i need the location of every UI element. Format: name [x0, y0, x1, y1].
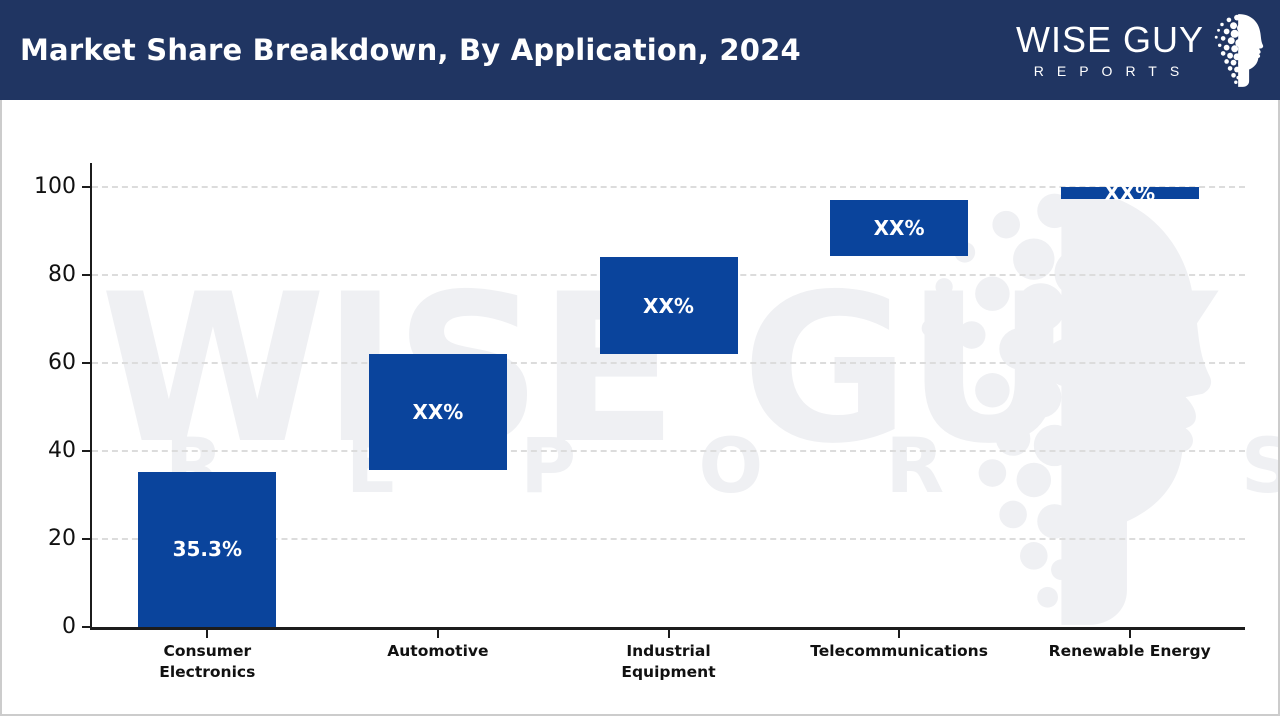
- x-tick-mark: [436, 629, 439, 638]
- x-category-label-line: Renewable Energy: [1048, 642, 1211, 660]
- y-tick-label: 0: [62, 614, 76, 639]
- x-tick-mark: [667, 629, 670, 638]
- y-axis-spine: [90, 163, 92, 630]
- x-category-label: Telecommunications: [784, 641, 1014, 662]
- x-category-label: Industrial Equipment: [554, 641, 784, 683]
- bar-consumer-electronics: 35.3%: [138, 471, 277, 627]
- x-category-label-line: Equipment: [621, 663, 716, 681]
- wiseguy-head-icon: [1214, 13, 1264, 87]
- y-tick-mark: [82, 186, 90, 188]
- bar-automotive: XX%: [368, 354, 507, 470]
- bar-industrial-equipment: XX%: [599, 256, 738, 355]
- x-tick-mark: [206, 629, 209, 638]
- y-tick-label: 60: [48, 350, 76, 375]
- logo-brand-text: WISE GUY: [1015, 19, 1204, 60]
- y-tick-label: 80: [48, 262, 76, 287]
- y-tick-mark: [82, 538, 90, 540]
- x-axis-spine: [90, 627, 1245, 630]
- x-category-label: Renewable Energy: [1015, 641, 1245, 662]
- y-tick-mark: [82, 626, 90, 628]
- y-tick-mark: [82, 362, 90, 364]
- y-tick-label: 20: [48, 526, 76, 551]
- bar-value-label: XX%: [643, 293, 694, 318]
- y-tick-mark: [82, 274, 90, 276]
- y-gridline: [92, 186, 1245, 188]
- x-category-label-line: Consumer: [163, 642, 252, 660]
- y-tick-mark: [82, 450, 90, 452]
- header-banner: Market Share Breakdown, By Application, …: [0, 0, 1280, 100]
- x-category-label: Automotive: [323, 641, 553, 662]
- x-tick-mark: [898, 629, 901, 638]
- y-gridline: [92, 450, 1245, 452]
- x-tick-mark: [1128, 629, 1131, 638]
- x-category-label-line: Telecommunications: [810, 642, 988, 660]
- bar-value-label: 35.3%: [172, 537, 242, 562]
- x-category-label-line: Electronics: [159, 663, 256, 681]
- bar-telecommunications: XX%: [830, 200, 969, 257]
- canvas-frame-border: [0, 100, 1280, 716]
- x-category-label-line: Automotive: [387, 642, 489, 660]
- logo-sub-text: REPORTS: [1033, 63, 1193, 79]
- y-gridline: [92, 538, 1245, 540]
- wiseguy-logo: WISE GUY REPORTS: [1016, 13, 1266, 88]
- y-tick-label: 40: [48, 438, 76, 463]
- bar-value-label: XX%: [873, 216, 925, 241]
- logo-text-block: WISE GUY REPORTS: [1015, 19, 1204, 79]
- bar-value-label: XX%: [412, 400, 464, 425]
- y-gridline: [92, 362, 1245, 364]
- page-title: Market Share Breakdown, By Application, …: [20, 33, 801, 67]
- x-category-label-line: Industrial: [626, 642, 711, 660]
- y-tick-label: 100: [34, 174, 76, 199]
- x-category-label: Consumer Electronics: [92, 641, 322, 683]
